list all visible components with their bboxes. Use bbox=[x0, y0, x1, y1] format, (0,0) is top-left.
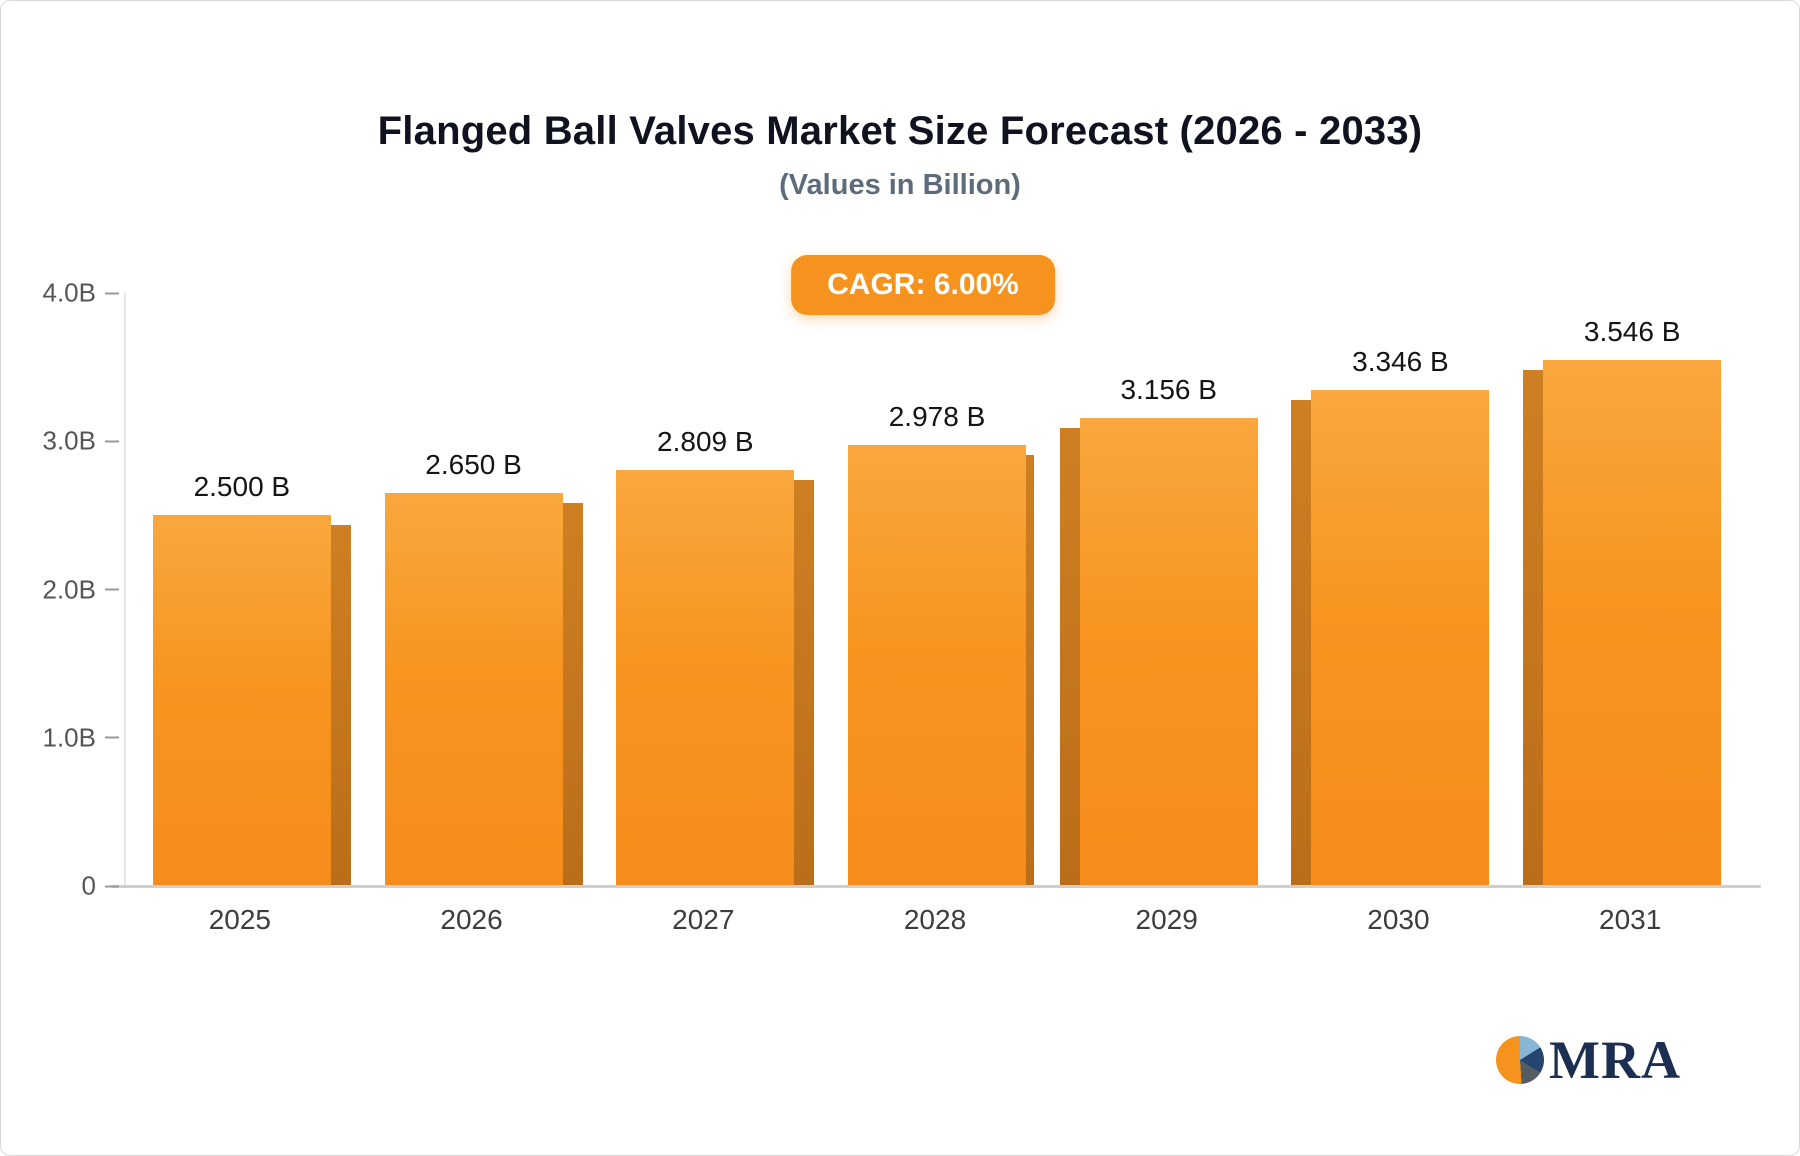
bar-2027 bbox=[616, 469, 795, 886]
x-axis-label-2027: 2027 bbox=[672, 904, 735, 935]
pie-chart-logo-icon bbox=[1496, 1036, 1545, 1084]
bar-3d-side-2031 bbox=[1523, 370, 1544, 886]
bar-value-label-2026: 2.650 B bbox=[425, 449, 522, 481]
bar-value-label-2027: 2.809 B bbox=[657, 425, 754, 457]
bar-2029 bbox=[1079, 418, 1258, 886]
bar-3d-side-2026 bbox=[562, 503, 583, 886]
brand-logo: MRA bbox=[1496, 1033, 1681, 1087]
y-tick-mark bbox=[105, 440, 119, 443]
bar-value-label-2025: 2.500 B bbox=[193, 471, 291, 503]
plot-area: 2.500 B 2.650 B 2.809 B 2.978 B 3.156 B 3.346… bbox=[124, 293, 1746, 886]
bar-value-label-2028: 2.978 B bbox=[888, 400, 986, 432]
y-axis-tick: 3.0B bbox=[1, 426, 119, 457]
y-tick-label: 2.0B bbox=[42, 574, 97, 604]
x-axis-label-2028: 2028 bbox=[903, 904, 967, 935]
cagr-badge: CAGR: 6.00% bbox=[791, 255, 1055, 315]
bar-2030 bbox=[1311, 389, 1490, 886]
x-axis-label-2031: 2031 bbox=[1598, 904, 1662, 935]
bar-2031 bbox=[1543, 360, 1722, 886]
x-axis-label-2025: 2025 bbox=[208, 904, 271, 935]
y-tick-mark bbox=[105, 885, 119, 887]
y-tick-label: 0 bbox=[81, 870, 96, 901]
bar-3d-side-2028 bbox=[1026, 454, 1034, 886]
bar-3d-side-2025 bbox=[330, 525, 351, 886]
x-axis-line bbox=[111, 885, 1761, 888]
chart-subtitle: (Values in Billion) bbox=[779, 169, 1021, 201]
y-tick-mark bbox=[105, 736, 119, 739]
bar-value-label-2029: 3.156 B bbox=[1120, 374, 1217, 406]
bar-2026 bbox=[384, 493, 563, 886]
bar-2028 bbox=[848, 444, 1026, 886]
bar-3d-side-2027 bbox=[794, 479, 815, 886]
y-tick-label: 4.0B bbox=[42, 277, 97, 308]
x-axis-label-2029: 2029 bbox=[1135, 904, 1198, 935]
y-tick-mark bbox=[105, 588, 119, 591]
bar-3d-side-2029 bbox=[1059, 428, 1080, 886]
bar-2025 bbox=[152, 515, 331, 886]
y-tick-mark bbox=[105, 292, 119, 294]
brand-logo-text: MRA bbox=[1549, 1030, 1681, 1090]
y-tick-label: 3.0B bbox=[42, 425, 97, 456]
bar-value-label-2031: 3.546 B bbox=[1583, 316, 1681, 348]
bar-3d-side-2030 bbox=[1291, 399, 1312, 886]
chart-title: Flanged Ball Valves Market Size Forecast… bbox=[377, 109, 1423, 153]
bar-value-label-2030: 3.346 B bbox=[1352, 345, 1449, 377]
y-axis-tick: 2.0B bbox=[1, 574, 119, 605]
x-axis-label-2030: 2030 bbox=[1367, 904, 1430, 935]
y-axis-tick: 4.0B bbox=[1, 278, 119, 309]
y-axis-tick: 1.0B bbox=[1, 722, 119, 753]
x-axis-label-2026: 2026 bbox=[440, 904, 503, 935]
y-tick-label: 1.0B bbox=[42, 722, 97, 753]
y-axis-tick: 0 bbox=[1, 871, 119, 902]
